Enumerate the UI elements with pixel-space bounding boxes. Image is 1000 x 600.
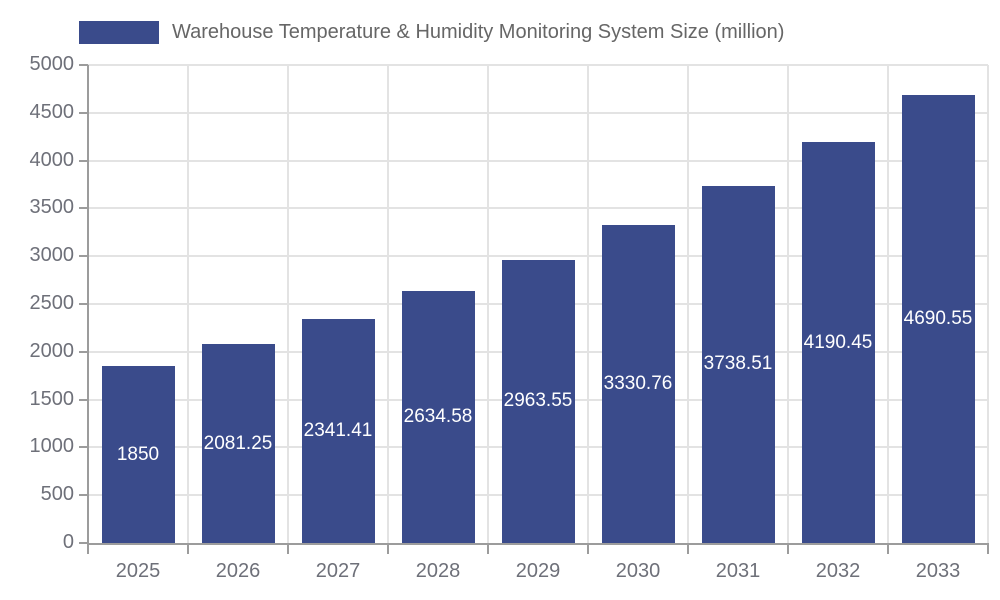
x-gridline	[987, 65, 989, 543]
y-axis-tick-label: 4500	[29, 100, 75, 123]
x-axis-tick-label: 2029	[515, 560, 561, 582]
y-axis-tick-label: 5000	[29, 53, 75, 75]
x-axis-tick-label: 2031	[715, 560, 761, 582]
y-axis-tick	[79, 64, 88, 66]
bar	[501, 259, 575, 543]
x-axis-tick-label: 2033	[915, 560, 961, 582]
bar	[801, 142, 875, 543]
bar	[101, 366, 175, 543]
x-axis-tick	[487, 545, 489, 554]
y-axis-tick	[79, 350, 88, 353]
y-axis-tick	[79, 111, 88, 114]
y-axis-tick	[79, 494, 88, 497]
bar-value-label: 2634.58	[403, 406, 473, 428]
y-axis-tick	[79, 398, 88, 401]
y-axis-tick-label: 1000	[29, 435, 75, 458]
y-axis-tick	[79, 542, 88, 544]
bar-value-label: 2963.55	[503, 390, 573, 412]
x-axis-line	[87, 543, 989, 545]
bar-value-label: 2081.25	[203, 432, 273, 454]
y-gridline	[88, 159, 988, 162]
x-axis-tick	[687, 545, 689, 554]
x-gridline	[187, 65, 189, 543]
y-axis-tick-label: 4000	[29, 148, 75, 171]
x-axis-tick	[187, 545, 189, 554]
x-gridline	[787, 65, 789, 543]
x-axis-tick-label: 2027	[315, 560, 361, 582]
bar	[901, 94, 975, 543]
bar-value-label: 4190.45	[803, 331, 873, 353]
plot-area: 0 500 1000 1500 2000 2500 3000 3500 4000 4500 5000…	[30, 53, 989, 582]
y-gridline	[88, 64, 988, 66]
y-axis-tick-label: 1500	[29, 387, 75, 410]
bar-value-label: 4690.55	[903, 307, 973, 329]
y-gridline	[88, 255, 988, 258]
y-axis-tick-label: 0	[62, 531, 74, 553]
x-axis-tick	[387, 545, 389, 554]
y-axis-tick	[79, 159, 88, 162]
y-gridline	[88, 111, 988, 114]
y-axis-tick-label: 2500	[29, 292, 75, 314]
x-axis-tick-label: 2032	[815, 560, 861, 582]
x-axis-tick	[587, 545, 589, 554]
bar	[201, 344, 275, 543]
y-axis-tick-label: 3500	[29, 196, 75, 219]
y-axis-tick	[79, 255, 88, 258]
x-axis-tick	[287, 545, 289, 554]
y-gridline	[88, 207, 988, 210]
bar	[701, 185, 775, 543]
x-axis-tick-label: 2030	[615, 560, 661, 582]
y-axis-tick-label: 3000	[29, 244, 75, 267]
x-gridline	[587, 65, 589, 543]
bar	[401, 291, 475, 543]
y-axis-tick-label: 2000	[29, 339, 75, 362]
bar-value-label: 3330.76	[603, 372, 673, 394]
y-axis-tick	[79, 207, 88, 210]
y-axis-line	[87, 65, 89, 545]
x-axis-tick	[87, 545, 89, 554]
x-axis-tick-label: 2028	[415, 560, 461, 582]
y-axis-tick	[79, 303, 88, 305]
y-axis-tick-label: 500	[40, 483, 74, 506]
legend-swatch	[79, 20, 159, 44]
bar-value-label: 2341.41	[303, 420, 373, 442]
legend-item[interactable]: Warehouse Temperature & Humidity Monitor…	[79, 18, 784, 46]
legend-label: Warehouse Temperature & Humidity Monitor…	[172, 21, 785, 43]
x-axis-tick	[987, 545, 989, 554]
y-axis-tick	[79, 446, 88, 449]
x-axis-tick	[787, 545, 789, 554]
x-gridline	[387, 65, 389, 543]
x-gridline	[687, 65, 689, 543]
x-axis-tick-label: 2026	[215, 560, 261, 582]
x-axis-tick	[887, 545, 889, 554]
x-gridline	[487, 65, 489, 543]
x-gridline	[287, 65, 289, 543]
bar-value-label: 3738.51	[703, 353, 773, 375]
bar	[301, 319, 375, 543]
bar-value-label: 1850	[116, 443, 160, 465]
x-gridline	[887, 65, 889, 543]
bar	[601, 224, 675, 543]
x-axis-tick-label: 2025	[115, 560, 161, 582]
